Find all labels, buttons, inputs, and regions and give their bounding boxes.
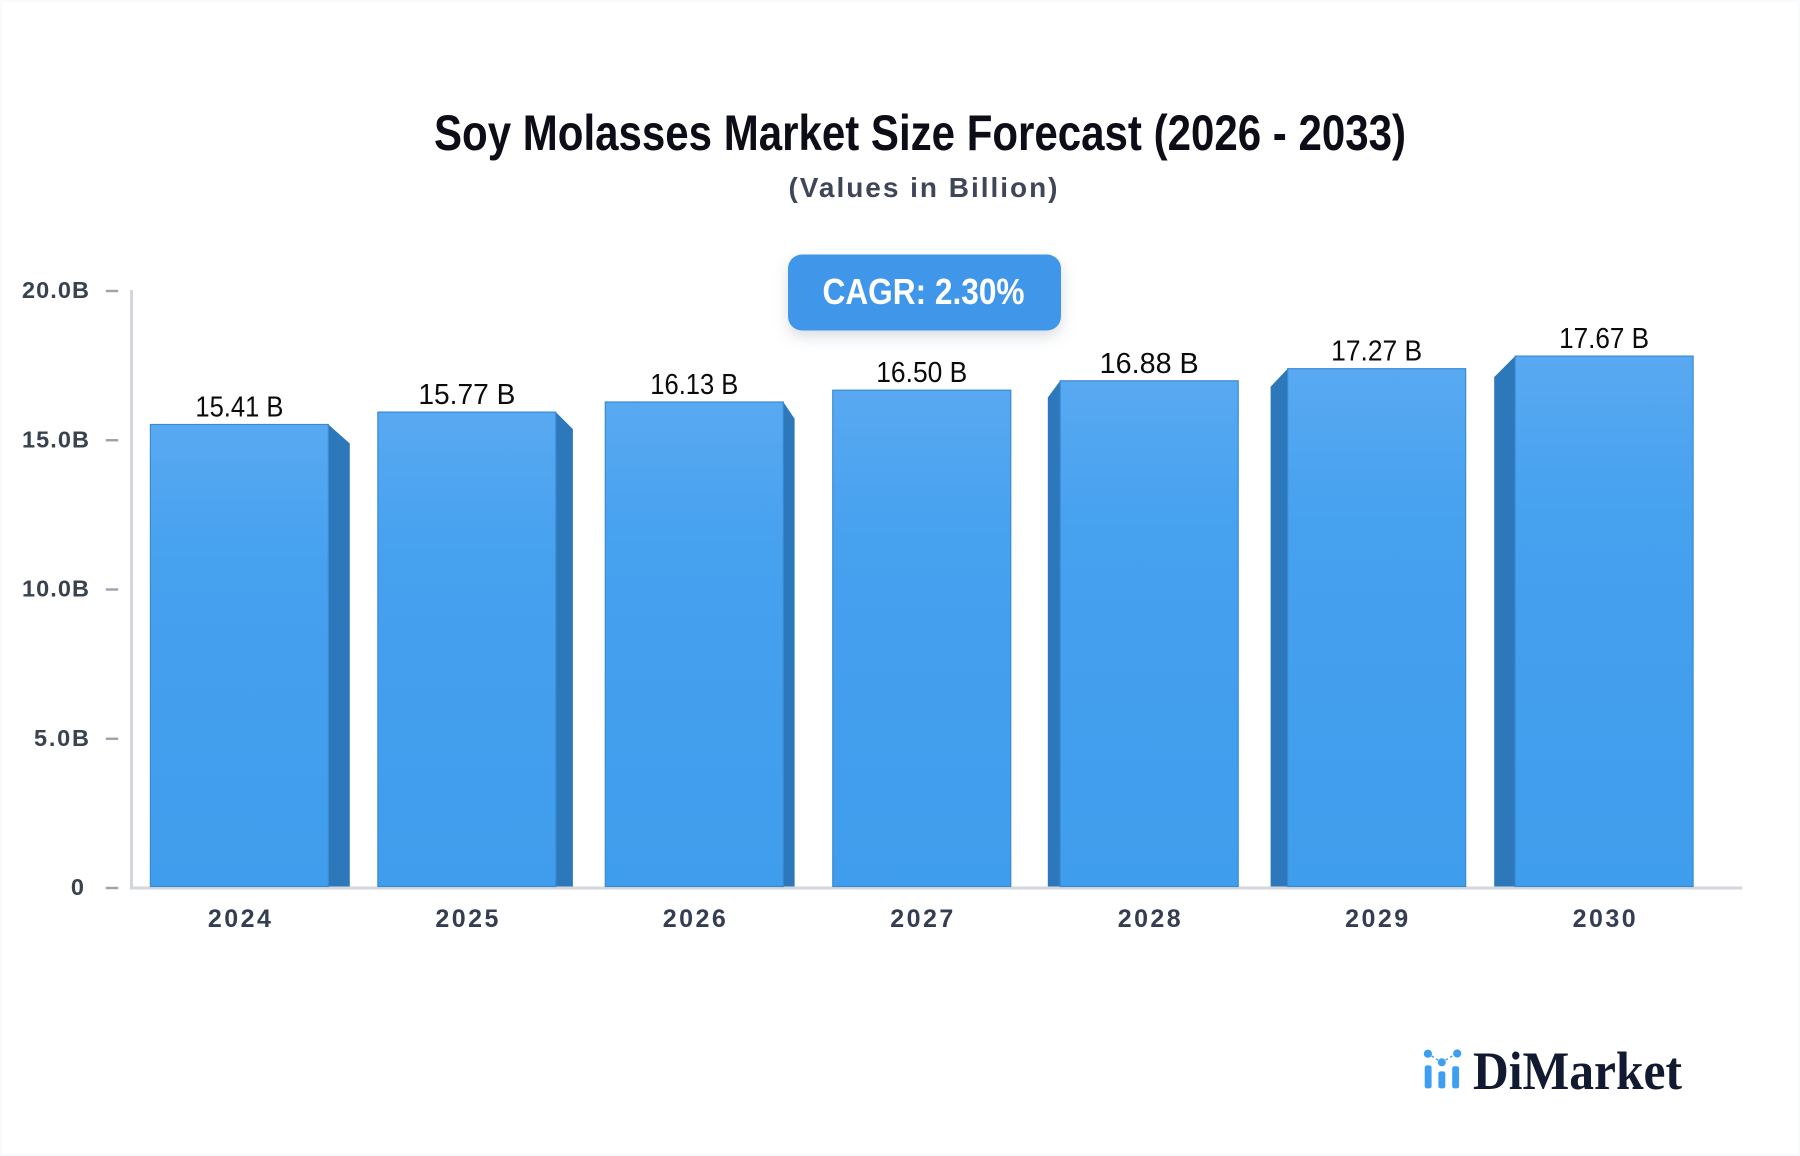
svg-text:17.27 B: 17.27 B	[1331, 336, 1422, 368]
svg-text:CAGR: 2.30%: CAGR: 2.30%	[823, 271, 1025, 312]
svg-text:16.88 B: 16.88 B	[1100, 348, 1199, 380]
svg-text:5.0B: 5.0B	[34, 725, 89, 751]
svg-text:10.0B: 10.0B	[22, 576, 89, 602]
svg-text:20.0B: 20.0B	[22, 277, 89, 303]
svg-text:Soy Molasses Market Size Forec: Soy Molasses Market Size Forecast (2026 …	[434, 105, 1406, 161]
svg-text:0: 0	[71, 874, 84, 900]
svg-text:DiMarket: DiMarket	[1473, 1041, 1682, 1101]
svg-text:17.67 B: 17.67 B	[1559, 323, 1649, 355]
svg-text:(Values in Billion): (Values in Billion)	[789, 172, 1058, 203]
svg-text:15.77 B: 15.77 B	[418, 379, 515, 411]
svg-text:16.50 B: 16.50 B	[876, 357, 967, 389]
svg-text:16.13 B: 16.13 B	[650, 369, 738, 401]
svg-text:15.41 B: 15.41 B	[195, 392, 283, 424]
svg-text:15.0B: 15.0B	[22, 426, 89, 452]
